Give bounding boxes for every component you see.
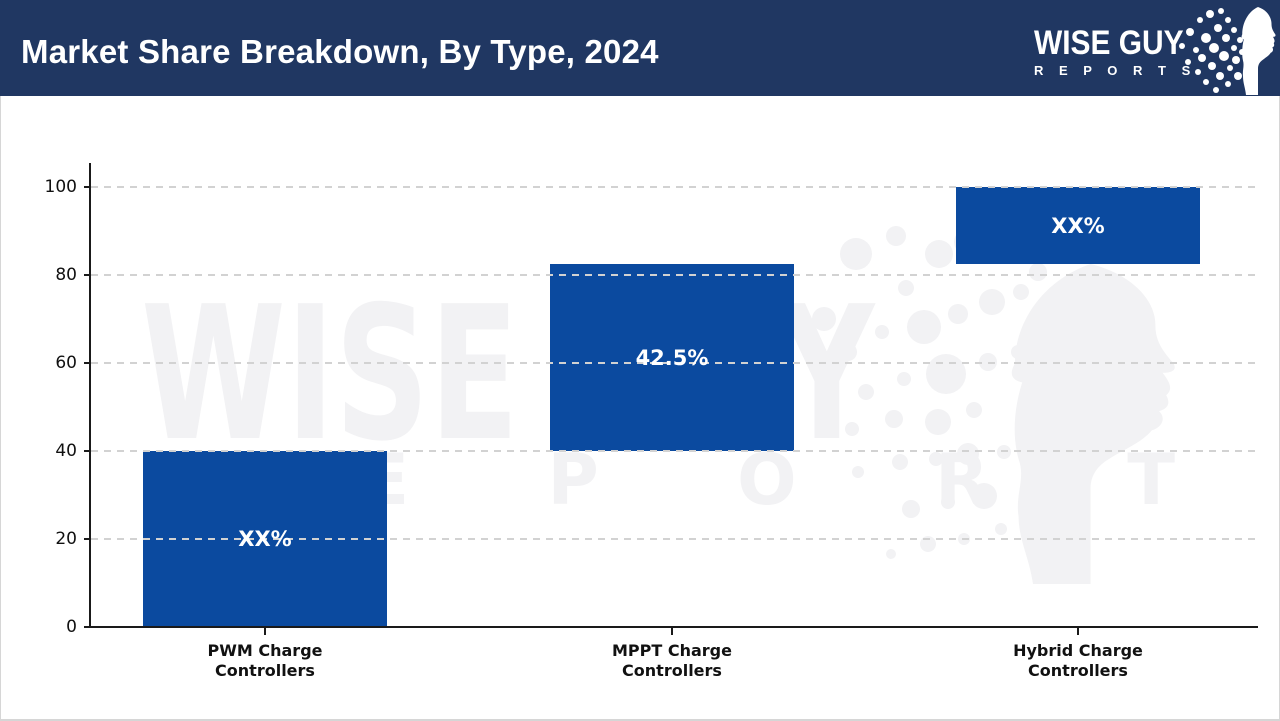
y-tick-mark — [84, 186, 91, 188]
y-tick-mark — [84, 362, 91, 364]
header-banner: Market Share Breakdown, By Type, 2024 WI… — [0, 0, 1280, 96]
y-tick-mark — [84, 538, 91, 540]
y-tick-mark — [84, 626, 91, 628]
y-tick-label: 80 — [55, 265, 77, 285]
x-tick-mark — [264, 628, 266, 635]
bar-segment-2 — [550, 264, 794, 451]
y-tick-label: 100 — [44, 177, 77, 197]
logo-wordmark: WISE GUY — [1033, 24, 1184, 62]
gridline-20 — [91, 538, 1257, 540]
logo-text: WISE GUY R E P O R T S — [1034, 26, 1204, 78]
y-tick-mark — [84, 274, 91, 276]
category-label: MPPT Charge Controllers — [612, 641, 732, 680]
bar-value-label: 42.5% — [635, 345, 709, 370]
y-tick-label: 60 — [55, 353, 77, 373]
y-tick-label: 0 — [66, 617, 77, 637]
bar-segment-3 — [956, 187, 1200, 264]
y-tick-mark — [84, 450, 91, 452]
bar-value-label: XX% — [238, 527, 292, 551]
y-tick-label: 20 — [55, 529, 77, 549]
logo-subtext: R E P O R T S — [1033, 63, 1197, 78]
x-axis-line — [88, 626, 1258, 628]
category-label: PWM Charge Controllers — [207, 641, 323, 680]
x-tick-mark — [1077, 628, 1079, 635]
bar-value-label: XX% — [1051, 213, 1105, 238]
wise-guy-reports-logo: WISE GUY R E P O R T S — [1022, 4, 1276, 95]
y-axis-line — [89, 163, 91, 628]
chart-area: WISE GUY R E P O R T S — [0, 96, 1280, 721]
head-profile-watermark-icon — [812, 224, 1175, 584]
gridline-100 — [91, 186, 1257, 188]
gridline-60 — [91, 362, 1257, 364]
gridline-80 — [91, 274, 1257, 276]
chart-title: Market Share Breakdown, By Type, 2024 — [21, 33, 659, 70]
category-label: Hybrid Charge Controllers — [1013, 641, 1143, 680]
head-profile-logo-icon — [1179, 7, 1276, 95]
gridline-40 — [91, 450, 1257, 452]
y-tick-label: 40 — [55, 441, 77, 461]
x-tick-mark — [671, 628, 673, 635]
